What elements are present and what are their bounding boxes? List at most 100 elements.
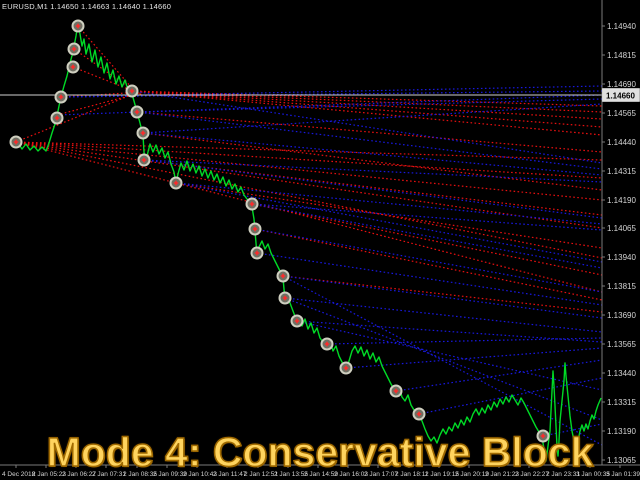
time-axis-panel[interactable] — [0, 466, 640, 480]
time-axis-label: 2 Jan 18:11 — [395, 471, 429, 478]
time-axis-label: 3 Jan 00:35 — [576, 471, 610, 478]
red-trend-ray — [131, 90, 603, 128]
signal-marker-arrow-icon — [134, 109, 140, 115]
blue-trend-ray — [142, 132, 603, 176]
time-axis-label: 2 Jan 22:27 — [515, 471, 549, 478]
blue-trend-ray — [345, 347, 603, 369]
blue-trend-ray — [326, 337, 603, 345]
blue-trend-ray — [395, 359, 603, 392]
red-trend-ray — [142, 132, 603, 191]
price-axis-label: 1.14315 — [607, 167, 636, 176]
blue-trend-ray — [254, 228, 603, 293]
chart-ohlc-title: EURUSD,M1 1.14650 1.14663 1.14640 1.1466… — [2, 2, 172, 11]
time-axis-label: 2 Jan 06:27 — [62, 471, 96, 478]
red-trend-ray — [15, 141, 603, 161]
price-axis-label: 1.14565 — [607, 109, 636, 118]
red-trend-ray — [72, 66, 144, 96]
current-price-tag-value: 1.14660 — [606, 92, 635, 101]
signal-marker-arrow-icon — [75, 23, 81, 29]
red-trend-ray — [15, 141, 603, 293]
signal-marker-arrow-icon — [173, 180, 179, 186]
time-axis-label: 2 Jan 08:35 — [123, 471, 157, 478]
price-axis-label: 1.13065 — [607, 456, 636, 465]
red-trend-ray — [15, 141, 603, 229]
time-axis-label: 4 Dec 2018 — [2, 471, 36, 478]
price-series — [13, 21, 602, 462]
signal-marker-arrow-icon — [393, 388, 399, 394]
red-trend-ray — [131, 90, 603, 136]
time-axis-label: 2 Jan 16:03 — [334, 471, 368, 478]
blue-trend-ray — [296, 320, 603, 343]
red-trend-ray — [254, 228, 603, 301]
blue-trend-ray — [175, 182, 603, 263]
price-axis-label: 1.14940 — [607, 22, 636, 31]
signal-marker-arrow-icon — [282, 295, 288, 301]
signal-marker-arrow-icon — [70, 64, 76, 70]
red-trend-ray — [282, 275, 603, 313]
signal-marker-arrow-icon — [54, 115, 60, 121]
price-axis-label: 1.13440 — [607, 369, 636, 378]
red-trend-ray — [136, 111, 603, 153]
price-axis-label: 1.14440 — [607, 138, 636, 147]
signal-marker-arrow-icon — [129, 88, 135, 94]
signal-marker-arrow-icon — [343, 365, 349, 371]
price-axis-label: 1.13940 — [607, 253, 636, 262]
time-axis-label: 3 Jan 01:39 — [606, 471, 640, 478]
blue-trend-ray — [251, 203, 603, 269]
time-axis-label: 2 Jan 19:15 — [425, 471, 459, 478]
blue-trend-ray — [143, 159, 603, 219]
price-axis-label: 1.14065 — [607, 224, 636, 233]
time-axis-label: 2 Jan 17:07 — [364, 471, 398, 478]
time-axis-label: 2 Jan 20:19 — [455, 471, 489, 478]
red-trend-ray — [131, 90, 603, 120]
time-axis-label: 2 Jan 14:59 — [304, 471, 338, 478]
time-axis-label: 2 Jan 05:23 — [32, 471, 66, 478]
price-axis-label: 1.13565 — [607, 340, 636, 349]
time-axis-label: 2 Jan 10:43 — [183, 471, 217, 478]
signal-marker-arrow-icon — [416, 411, 422, 417]
signal-marker-arrow-icon — [13, 139, 19, 145]
price-axis-label: 1.13315 — [607, 398, 636, 407]
price-axis-label: 1.14190 — [607, 196, 636, 205]
signal-marker-arrow-icon — [294, 318, 300, 324]
signal-marker-arrow-icon — [71, 46, 77, 52]
price-axis-label: 1.13690 — [607, 311, 636, 320]
price-axis-label: 1.13815 — [607, 282, 636, 291]
signal-marker-arrow-icon — [324, 341, 330, 347]
time-axis-label: 2 Jan 13:55 — [274, 471, 308, 478]
blue-trend-ray — [56, 94, 603, 116]
signal-marker-arrow-icon — [140, 130, 146, 136]
signal-marker-arrow-icon — [254, 250, 260, 256]
price-axis-panel[interactable] — [602, 0, 640, 480]
blue-trend-ray — [282, 275, 603, 446]
time-axis-label: 2 Jan 12:51 — [244, 471, 278, 478]
red-trend-ray — [77, 25, 139, 96]
signal-marker-arrow-icon — [249, 201, 255, 207]
blue-trend-ray — [284, 297, 603, 421]
signal-marker-arrow-icon — [252, 226, 258, 232]
mode-caption: Mode 4: Conservative Block — [46, 428, 594, 476]
signal-marker-arrow-icon — [540, 433, 546, 439]
signal-marker-arrow-icon — [141, 157, 147, 163]
red-trend-ray — [15, 141, 603, 179]
signal-marker-arrow-icon — [58, 94, 64, 100]
blue-trend-ray — [143, 159, 603, 183]
time-axis-label: 2 Jan 21:23 — [485, 471, 519, 478]
price-axis-label: 1.14815 — [607, 51, 636, 60]
blue-trend-ray — [136, 98, 603, 113]
blue-trend-ray — [296, 320, 603, 391]
price-axis-label: 1.13190 — [607, 427, 636, 436]
blue-trend-ray — [282, 275, 603, 319]
blue-trend-ray — [251, 203, 603, 231]
red-trend-ray — [73, 48, 141, 96]
blue-trend-ray — [142, 103, 603, 134]
time-axis-label: 2 Jan 09:39 — [153, 471, 187, 478]
blue-trend-ray — [131, 90, 603, 164]
blue-trend-ray — [175, 182, 603, 225]
time-axis-label: 2 Jan 11:47 — [213, 471, 247, 478]
blue-trend-ray — [284, 297, 603, 333]
time-axis-label: 2 Jan 23:31 — [546, 471, 580, 478]
